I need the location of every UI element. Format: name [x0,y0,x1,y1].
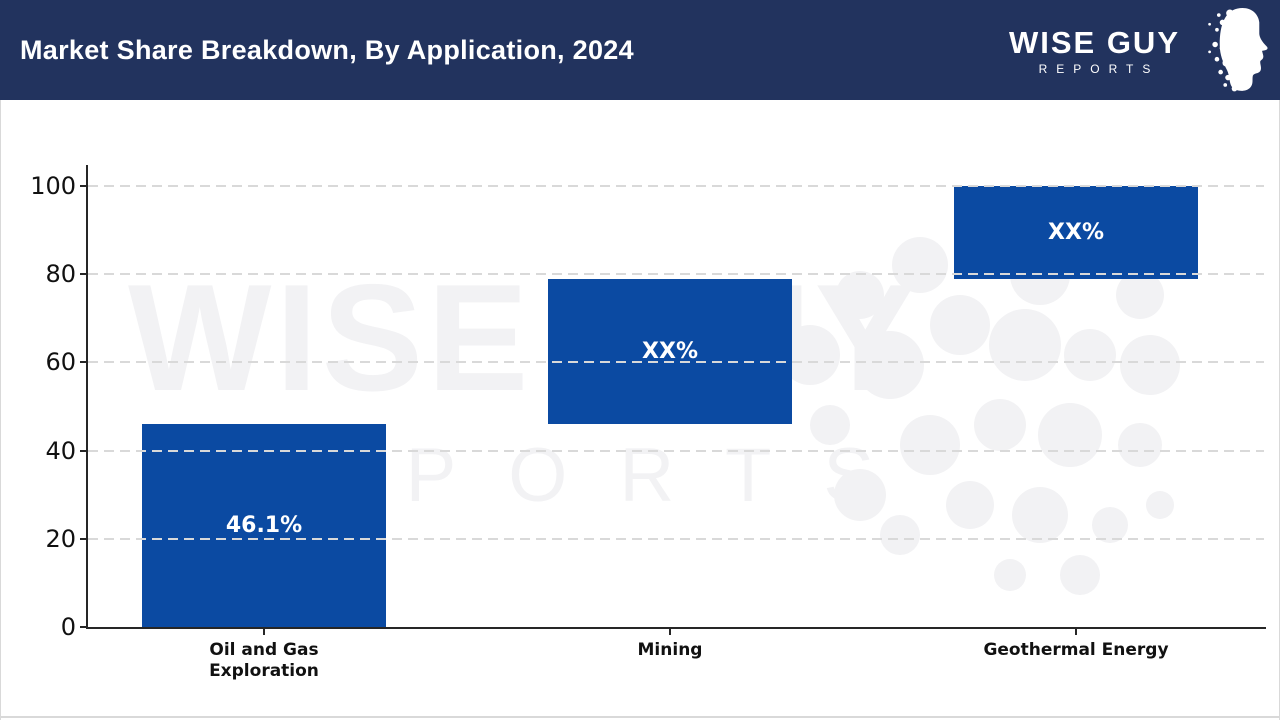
y-tick-mark [80,361,88,364]
frame-border-left [0,100,1,720]
bar-1: 46.1% [142,423,386,627]
x-category-label-line: Mining [637,640,703,660]
logo-head-icon [1208,8,1268,92]
y-tick-mark [80,537,88,540]
bar-value-label: XX% [1048,219,1104,245]
logo-subtitle: REPORTS [1038,61,1160,76]
gridline-60 [88,361,1264,364]
y-tick-label: 100 [30,172,76,200]
gridline-100 [88,185,1264,187]
logo-wordmark: WISE GUY [1008,24,1180,60]
bar-value-label: 46.1% [225,512,303,538]
bar-3: XX% [954,186,1198,279]
y-tick-mark [80,449,88,452]
x-category-label: Oil and Gas Exploration [114,640,414,682]
x-tick-mark [1075,629,1077,635]
brand-logo: WISE GUY REPORTS [1009,0,1274,100]
brand-logo-text: WISE GUY REPORTS [1009,25,1180,76]
y-axis-spine [86,165,88,629]
y-tick-label: 0 [60,613,76,641]
x-category-label-line: Geothermal Energy [983,640,1169,660]
y-tick-label: 40 [45,436,76,465]
x-category-label: Geothermal Energy [926,640,1226,661]
y-tick-label: 20 [45,524,76,553]
bar-2: XX% [548,278,792,424]
x-category-label-line: Exploration [209,661,319,681]
y-tick-mark [80,626,88,628]
frame-border-bottom [0,716,1280,718]
x-category-label-line: Oil and Gas [209,640,319,660]
gridline-20 [88,537,1264,540]
chart-title: Market Share Breakdown, By Application, … [20,35,634,65]
y-tick-label: 60 [45,348,76,377]
x-category-label: Mining [520,640,820,661]
x-tick-mark [263,629,265,635]
x-tick-mark [669,629,671,635]
gridline-80 [88,273,1264,276]
x-axis-spine [86,627,1266,629]
gridline-40 [88,449,1264,452]
y-tick-mark [80,273,88,276]
y-tick-label: 80 [45,260,76,289]
header-bar: Market Share Breakdown, By Application, … [0,0,1280,100]
bar-value-label: XX% [642,338,698,364]
y-tick-mark [80,185,88,187]
